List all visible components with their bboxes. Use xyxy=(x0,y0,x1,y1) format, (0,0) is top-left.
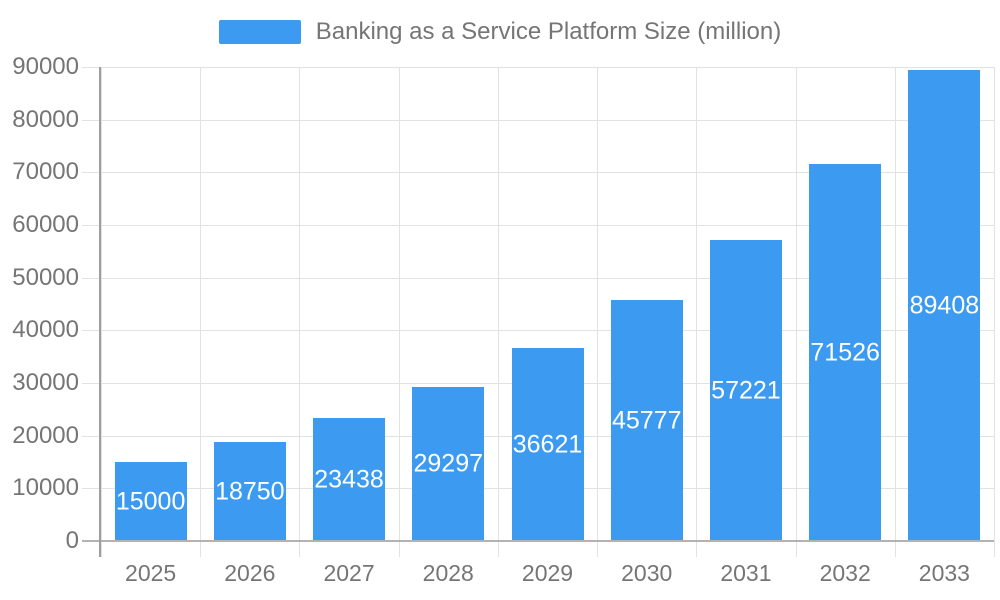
y-axis-tick-label: 80000 xyxy=(12,105,79,133)
y-axis-tick-label: 20000 xyxy=(12,421,79,449)
bar-2029[interactable]: 36621 xyxy=(511,348,584,541)
horizontal-gridline xyxy=(82,172,994,174)
vertical-gridline xyxy=(497,67,499,557)
y-axis-tick-label: 50000 xyxy=(12,263,79,291)
bar-value-label: 15000 xyxy=(115,487,186,515)
horizontal-gridline xyxy=(82,119,994,121)
y-axis-tick-label: 60000 xyxy=(12,211,79,238)
x-axis-line xyxy=(82,540,994,542)
x-axis-tick-label: 2027 xyxy=(323,560,375,586)
vertical-gridline xyxy=(398,67,400,557)
bar-chart-plot-area: 15000 18750 23438 29297 36621 45777 57221 71526… xyxy=(82,67,995,557)
bar-value-label: 71526 xyxy=(810,338,880,366)
bar-value-label: 57221 xyxy=(711,376,781,404)
bar-2031[interactable]: 57221 xyxy=(709,240,782,541)
vertical-gridline xyxy=(795,67,797,557)
vertical-gridline xyxy=(200,67,202,557)
horizontal-gridline xyxy=(82,330,994,332)
horizontal-gridline xyxy=(82,67,994,68)
bar-value-label: 89408 xyxy=(909,291,980,319)
y-axis-tick-label: 90000 xyxy=(12,53,79,80)
vertical-gridline xyxy=(696,67,698,557)
bar-value-label: 29297 xyxy=(413,449,484,478)
x-axis-tick-label: 2026 xyxy=(224,560,276,586)
y-axis-tick-label: 30000 xyxy=(12,369,79,396)
x-axis-tick-label: 2032 xyxy=(819,560,871,586)
bar-2028[interactable]: 29297 xyxy=(412,387,485,541)
x-axis-tick-label: 2033 xyxy=(918,560,970,586)
x-axis-tick-label: 2030 xyxy=(621,560,673,586)
x-axis-tick-label: 2025 xyxy=(125,560,177,586)
y-axis-tick-label: 0 xyxy=(65,527,79,554)
x-axis-tick-label: 2029 xyxy=(521,560,574,586)
bar-2026[interactable]: 18750 xyxy=(213,442,286,541)
vertical-gridline xyxy=(299,67,301,557)
bar-value-label: 45777 xyxy=(611,406,682,434)
vertical-gridline xyxy=(597,67,599,557)
horizontal-gridline xyxy=(82,225,994,226)
vertical-gridline xyxy=(101,67,102,557)
bar-value-label: 36621 xyxy=(512,430,583,458)
bar-2033[interactable]: 89408 xyxy=(908,70,981,541)
legend-label: Banking as a Service Platform Size (mill… xyxy=(315,18,782,45)
bar-value-label: 23438 xyxy=(314,465,384,493)
y-axis-line xyxy=(99,67,101,557)
y-axis-tick-label: 40000 xyxy=(12,316,79,344)
y-axis-tick-label: 10000 xyxy=(12,474,79,502)
bar-value-label: 18750 xyxy=(215,477,285,505)
bar-2032[interactable]: 71526 xyxy=(809,164,882,541)
bar-2027[interactable]: 23438 xyxy=(313,418,386,541)
y-axis-tick-label: 70000 xyxy=(12,158,79,186)
x-axis-tick-label: 2028 xyxy=(422,560,474,586)
vertical-gridline xyxy=(894,67,896,557)
bar-2025[interactable]: 15000 xyxy=(114,462,187,541)
legend-swatch-icon xyxy=(218,20,301,44)
x-axis-tick-label: 2031 xyxy=(720,560,772,586)
chart-legend[interactable]: Banking as a Service Platform Size (mill… xyxy=(0,18,1000,46)
bar-2030[interactable]: 45777 xyxy=(610,300,683,541)
vertical-gridline xyxy=(994,67,995,557)
horizontal-gridline xyxy=(82,277,994,279)
